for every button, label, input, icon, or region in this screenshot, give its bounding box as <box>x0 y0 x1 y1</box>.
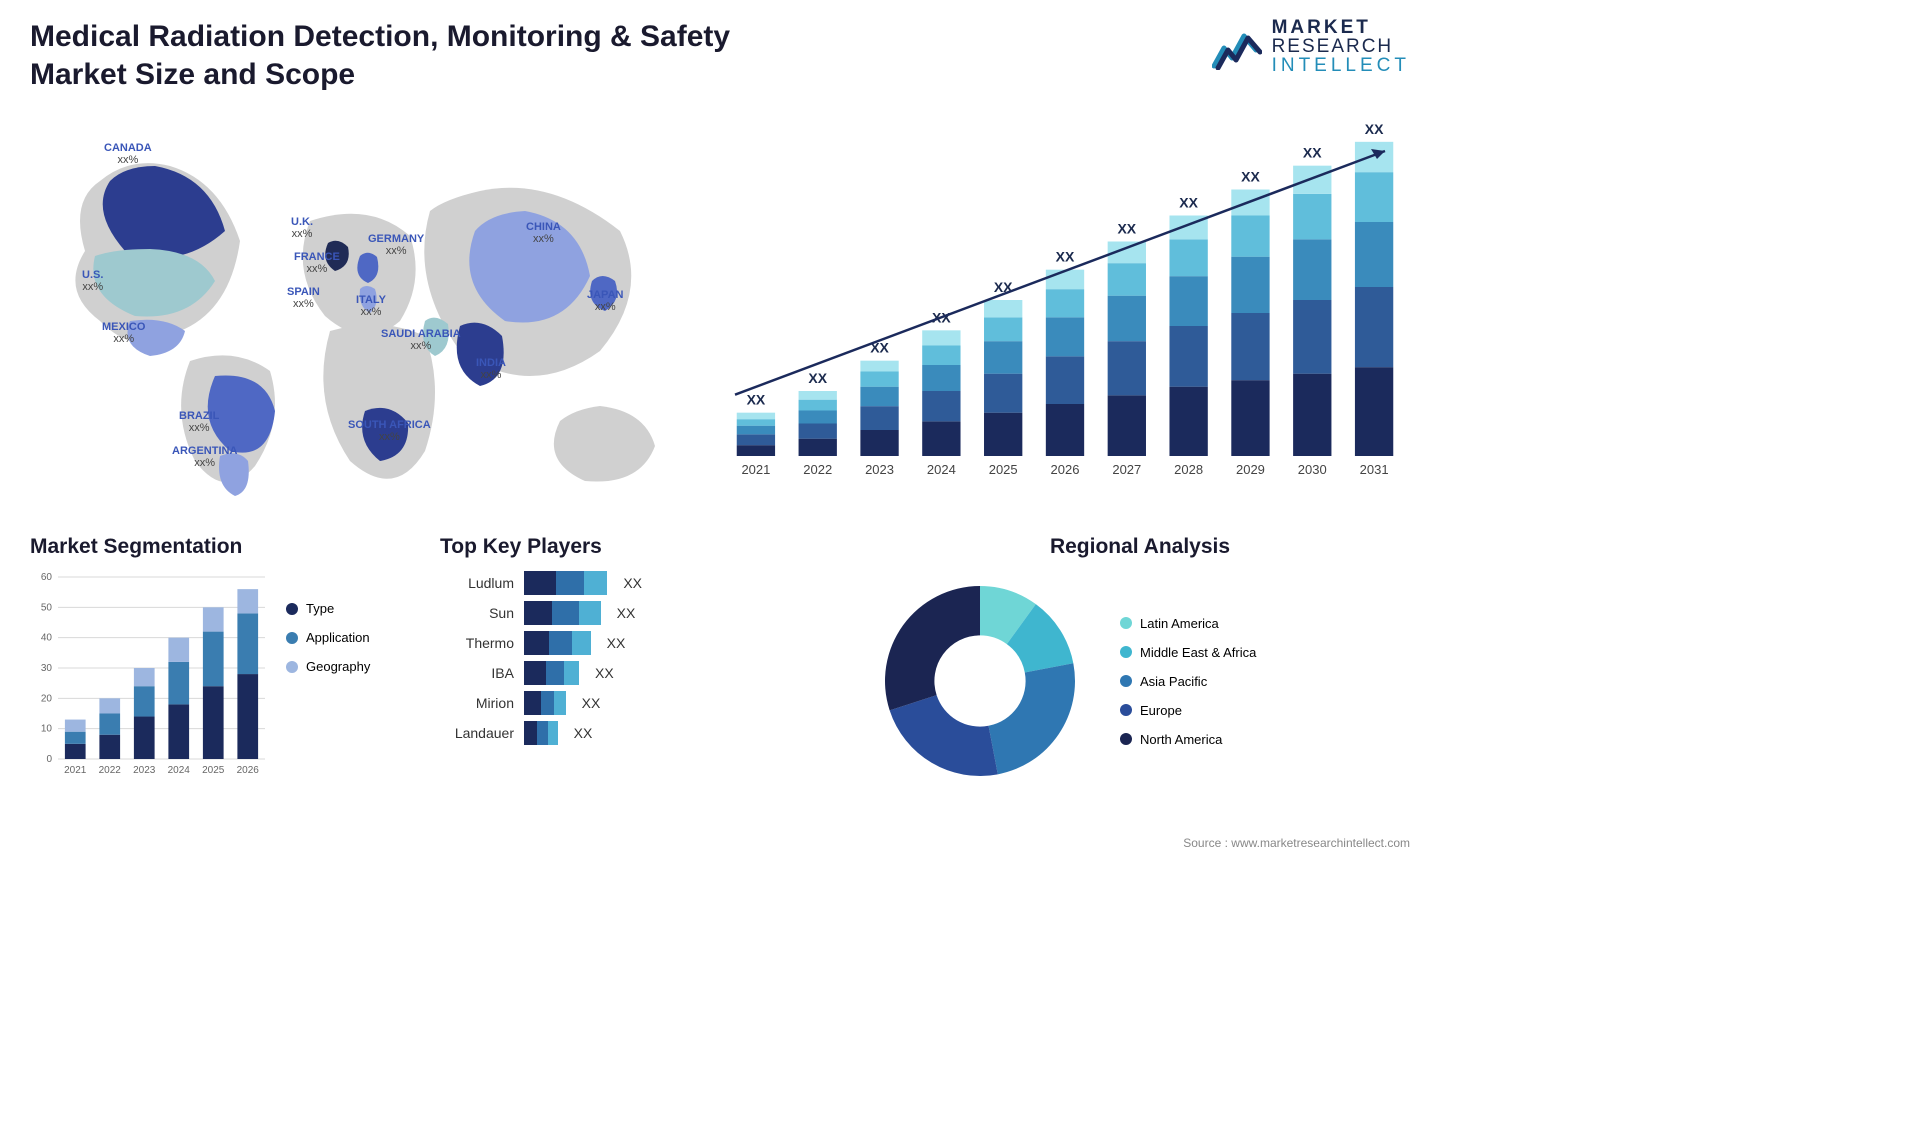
map-label: JAPANxx% <box>587 289 623 313</box>
svg-text:XX: XX <box>1179 195 1198 211</box>
svg-text:2028: 2028 <box>1174 462 1203 477</box>
map-label: MEXICOxx% <box>102 321 145 345</box>
regional-title: Regional Analysis <box>870 535 1410 559</box>
segmentation-chart: 0 10 20 30 40 50 60 2021 2022 2023 2024 2025 2026 <box>30 571 270 781</box>
svg-text:2027: 2027 <box>1112 462 1141 477</box>
regional-legend: Latin America Middle East & Africa Asia Pa… <box>1120 616 1256 747</box>
svg-text:2024: 2024 <box>168 765 191 776</box>
map-label: FRANCExx% <box>294 251 340 275</box>
svg-text:50: 50 <box>41 602 53 613</box>
player-row: ThermoXX <box>440 631 840 655</box>
svg-text:2022: 2022 <box>99 765 122 776</box>
players-title: Top Key Players <box>440 535 840 559</box>
svg-text:XX: XX <box>747 392 766 408</box>
source-text: Source : www.marketresearchintellect.com <box>1183 836 1410 850</box>
map-label: U.S.xx% <box>82 269 103 293</box>
legend-item: Latin America <box>1120 616 1256 631</box>
map-label: ITALYxx% <box>356 294 386 318</box>
svg-text:2023: 2023 <box>865 462 894 477</box>
svg-text:2021: 2021 <box>64 765 87 776</box>
svg-text:60: 60 <box>41 572 53 583</box>
svg-text:2029: 2029 <box>1236 462 1265 477</box>
player-row: IBAXX <box>440 661 840 685</box>
legend-item: Asia Pacific <box>1120 674 1256 689</box>
segmentation-legend: Type Application Geography <box>286 571 370 781</box>
segmentation-title: Market Segmentation <box>30 535 410 559</box>
map-label: SPAINxx% <box>287 286 320 310</box>
brand-logo: MARKET RESEARCH INTELLECT <box>1212 18 1410 75</box>
svg-text:2022: 2022 <box>803 462 832 477</box>
legend-item: Geography <box>286 659 370 674</box>
player-row: LandauerXX <box>440 721 840 745</box>
svg-text:20: 20 <box>41 693 53 704</box>
svg-text:2026: 2026 <box>1051 462 1080 477</box>
player-row: LudlumXX <box>440 571 840 595</box>
svg-text:0: 0 <box>46 754 52 765</box>
svg-text:2031: 2031 <box>1360 462 1389 477</box>
forecast-chart: XX 2021 XX 2022 XX 2023 XX 2024 XX 2025 XX 2026 XX 20… <box>720 121 1410 491</box>
legend-item: Application <box>286 630 370 645</box>
map-label: CANADAxx% <box>104 142 152 166</box>
logo-icon <box>1212 24 1262 70</box>
svg-text:XX: XX <box>1303 145 1322 161</box>
player-row: MirionXX <box>440 691 840 715</box>
svg-text:2023: 2023 <box>133 765 156 776</box>
legend-item: Type <box>286 601 370 616</box>
map-label: CHINAxx% <box>526 221 561 245</box>
map-label: INDIAxx% <box>476 357 506 381</box>
map-label: BRAZILxx% <box>179 410 219 434</box>
map-label: U.K.xx% <box>291 216 313 240</box>
players-chart: LudlumXX SunXX ThermoXX IBAXX MirionXX Landau… <box>440 571 840 745</box>
svg-text:2025: 2025 <box>989 462 1018 477</box>
players-panel: Top Key Players LudlumXX SunXX ThermoXX IBA… <box>440 535 840 791</box>
svg-text:2025: 2025 <box>202 765 225 776</box>
logo-text: MARKET RESEARCH INTELLECT <box>1272 18 1410 75</box>
svg-text:40: 40 <box>41 633 53 644</box>
svg-text:XX: XX <box>1365 121 1384 137</box>
svg-text:2030: 2030 <box>1298 462 1327 477</box>
svg-text:XX: XX <box>1241 169 1260 185</box>
map-label: GERMANYxx% <box>368 233 424 257</box>
map-label: ARGENTINAxx% <box>172 445 237 469</box>
map-label: SAUDI ARABIAxx% <box>381 328 461 352</box>
svg-text:2021: 2021 <box>741 462 770 477</box>
legend-item: Middle East & Africa <box>1120 645 1256 660</box>
svg-text:10: 10 <box>41 724 53 735</box>
legend-item: North America <box>1120 732 1256 747</box>
svg-text:30: 30 <box>41 663 53 674</box>
legend-item: Europe <box>1120 703 1256 718</box>
page-title: Medical Radiation Detection, Monitoring … <box>30 18 830 93</box>
svg-text:XX: XX <box>1056 249 1075 265</box>
regional-donut <box>870 571 1090 791</box>
svg-text:XX: XX <box>1117 221 1136 237</box>
player-row: SunXX <box>440 601 840 625</box>
svg-text:2026: 2026 <box>237 765 260 776</box>
svg-text:2024: 2024 <box>927 462 956 477</box>
world-map: CANADAxx% U.S.xx% MEXICOxx% BRAZILxx% ARGENT… <box>30 121 680 511</box>
map-label: SOUTH AFRICAxx% <box>348 419 431 443</box>
regional-panel: Regional Analysis Latin America Middle Ea… <box>870 535 1410 791</box>
svg-text:XX: XX <box>808 370 827 386</box>
segmentation-panel: Market Segmentation 0 10 20 30 40 50 60 2021 202… <box>30 535 410 791</box>
